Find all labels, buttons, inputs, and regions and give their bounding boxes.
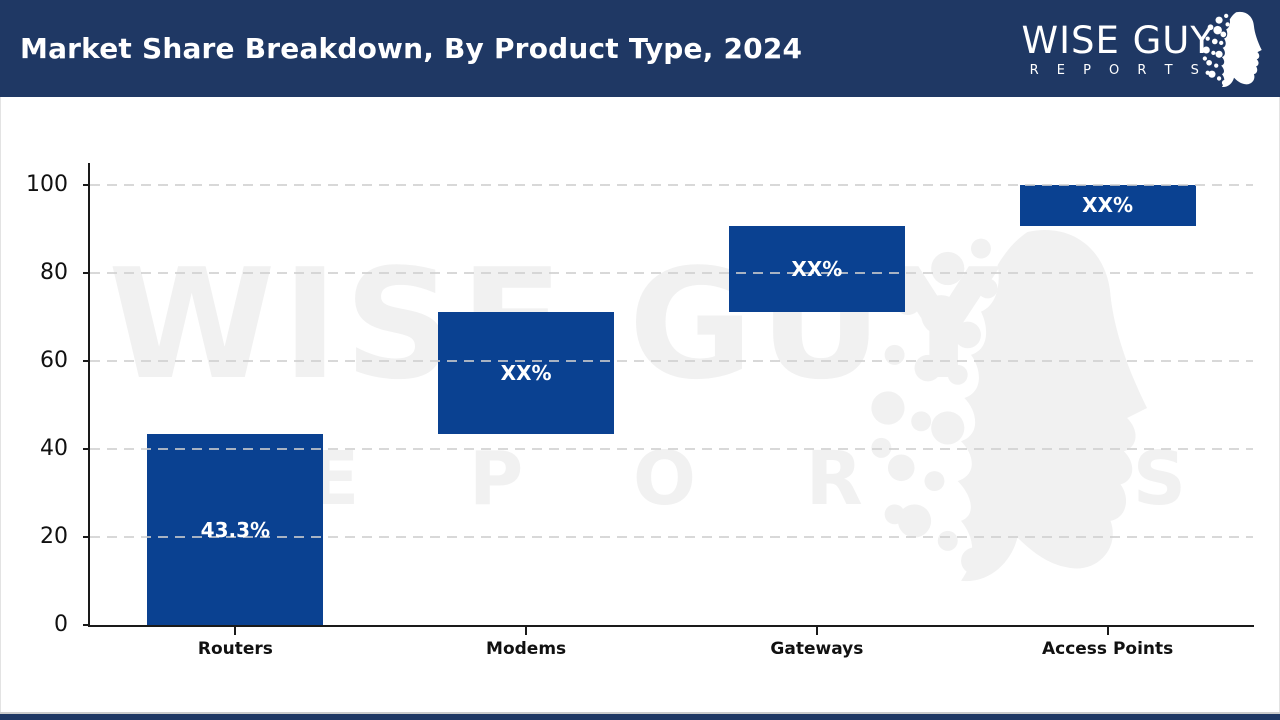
gridline-y-60 [90, 360, 1253, 362]
gridline-y-100 [90, 184, 1253, 186]
brand-subtext: R E P O R T S [1029, 62, 1206, 78]
y-tick-label-40: 40 [40, 436, 68, 461]
brand-wordmark: WISE GUY [1021, 19, 1214, 63]
y-tick-label-20: 20 [40, 524, 68, 549]
header-bar: Market Share Breakdown, By Product Type,… [0, 0, 1280, 97]
bar-label-access-points: XX% [1082, 193, 1134, 218]
bar-label-gateways: XX% [791, 257, 843, 282]
brand-logo: WISE GUY R E P O R T S [1022, 8, 1266, 92]
x-category-label-access-points: Access Points [1041, 639, 1174, 659]
gridline-y-20 [90, 536, 1253, 538]
y-tick-mark-0 [83, 624, 90, 626]
page-title: Market Share Breakdown, By Product Type,… [20, 32, 803, 65]
y-tick-label-0: 0 [54, 612, 68, 637]
x-category-label-routers: Routers [197, 639, 273, 659]
brand-logo-text: WISE GUY R E P O R T S [1021, 19, 1214, 78]
footer-bar [0, 712, 1280, 720]
y-tick-label-100: 100 [26, 172, 68, 197]
bar-modems [438, 312, 615, 435]
y-tick-label-60: 60 [40, 348, 68, 373]
y-tick-label-80: 80 [40, 260, 68, 285]
x-category-label-gateways: Gateways [770, 639, 864, 659]
gridline-y-80 [90, 272, 1253, 274]
bar-label-routers: 43.3% [200, 517, 271, 542]
bar-routers [147, 434, 324, 625]
y-tick-mark-40 [83, 448, 90, 450]
x-category-label-modems: Modems [486, 639, 567, 659]
x-tick-mark-access-points [1106, 627, 1109, 635]
gridline-y-40 [90, 448, 1253, 450]
x-tick-mark-gateways [815, 627, 818, 635]
y-tick-mark-60 [83, 360, 90, 362]
x-tick-mark-modems [525, 627, 528, 635]
bar-label-modems: XX% [500, 361, 552, 386]
y-tick-mark-20 [83, 536, 90, 538]
brand-head-icon [1202, 11, 1262, 88]
y-tick-mark-80 [83, 272, 90, 274]
bar-access-points [1019, 185, 1196, 226]
x-tick-mark-routers [234, 627, 237, 635]
y-tick-mark-100 [83, 184, 90, 186]
